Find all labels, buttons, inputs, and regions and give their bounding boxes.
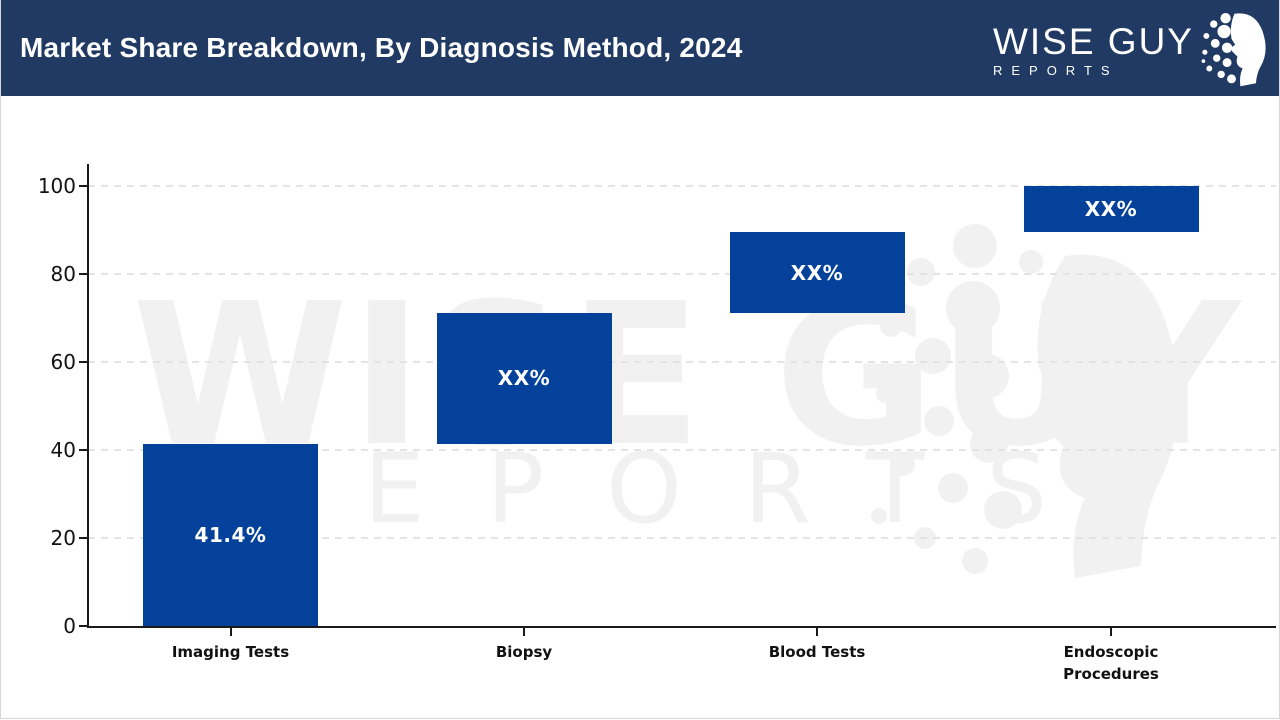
wiseguy-logo: WISE GUY REPORTS <box>993 8 1270 92</box>
y-gridline <box>88 273 1276 275</box>
x-axis-category-label: Imaging Tests <box>171 643 290 661</box>
bar-value-label: XX% <box>790 260 844 285</box>
waterfall-bar: 41.4% <box>143 443 318 626</box>
watermark-face-icon <box>871 224 1179 578</box>
x-axis-category-label: Blood Tests <box>768 643 866 661</box>
y-gridline <box>88 361 1276 363</box>
x-axis-category-label: Biopsy <box>495 643 553 661</box>
x-axis-tick <box>523 628 525 636</box>
y-gridline <box>88 537 1276 539</box>
y-gridline <box>88 449 1276 451</box>
y-axis-tick-label: 0 <box>63 614 76 638</box>
y-axis-tick-label: 80 <box>50 262 76 286</box>
y-axis-tick-label: 100 <box>37 174 76 198</box>
waterfall-bar: XX% <box>1023 186 1199 233</box>
logo-wordmark: WISE GUY <box>992 21 1194 62</box>
y-axis-tick-label: 40 <box>50 438 76 462</box>
x-axis-category-label: Endoscopic Procedures <box>1063 643 1159 683</box>
header-bar: Market Share Breakdown, By Diagnosis Met… <box>0 0 1280 96</box>
y-axis-tick <box>79 361 87 363</box>
x-axis-tick <box>229 628 232 636</box>
waterfall-bar: XX% <box>436 313 612 444</box>
bar-value-label: 41.4% <box>194 522 267 547</box>
y-axis-line <box>87 164 89 628</box>
y-gridline <box>88 185 1276 187</box>
y-axis-tick-label: 20 <box>50 526 76 550</box>
y-axis-tick <box>79 273 87 275</box>
wiseguy-logo-text: WISE GUY REPORTS <box>993 23 1194 77</box>
y-axis-tick <box>79 625 87 627</box>
bar-value-label: XX% <box>1084 197 1138 222</box>
wiseguy-face-icon <box>1201 13 1266 87</box>
x-axis-tick <box>1110 628 1112 636</box>
page-title: Market Share Breakdown, By Diagnosis Met… <box>20 32 743 63</box>
x-axis-tick <box>816 628 818 636</box>
waterfall-chart: WISE GUY REPORTS 0 20 40 60 80 100 41.4% XX% XX%… <box>0 96 1280 720</box>
y-axis-tick-label: 60 <box>50 350 76 374</box>
y-axis-tick <box>79 185 87 187</box>
logo-subtitle: REPORTS <box>992 63 1119 78</box>
bar-value-label: XX% <box>497 366 551 391</box>
y-axis-tick <box>79 449 87 451</box>
x-axis-line <box>87 626 1276 628</box>
y-axis-tick <box>79 537 87 539</box>
waterfall-bar: XX% <box>729 232 905 314</box>
